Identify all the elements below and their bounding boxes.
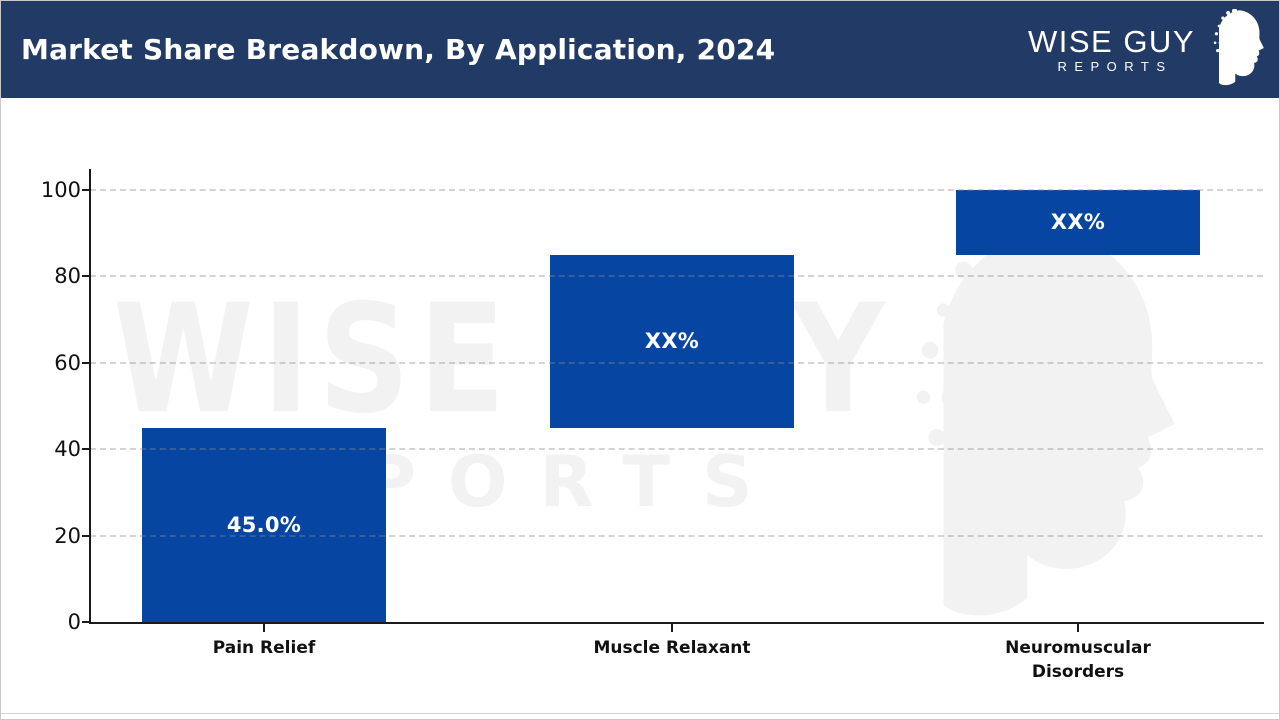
y-tick-label: 40 [54, 437, 81, 462]
watermark-face-profile-icon [843, 219, 1178, 629]
bar-neuromuscular-disorders: XX% [956, 190, 1200, 255]
y-axis-tick [82, 361, 90, 364]
bar-value-label: 45.0% [226, 512, 302, 537]
y-tick-label: 0 [67, 610, 81, 634]
header-band: Market Share Breakdown, By Application, … [1, 1, 1279, 98]
category-label: Neuromuscular Disorders [1005, 638, 1151, 682]
y-axis-tick [82, 534, 90, 537]
y-axis-tick [82, 448, 90, 451]
x-axis-tick [263, 624, 265, 632]
gridline [90, 534, 1263, 537]
footer-divider [1, 713, 1279, 714]
y-tick-label: 100 [40, 178, 81, 202]
logo-text: WISE GUY REPORTS [1028, 26, 1195, 73]
y-tick-label: 20 [54, 523, 81, 548]
gridline [90, 361, 1263, 364]
wise-guy-logo: WISE GUY REPORTS [1028, 7, 1265, 91]
x-axis-tick [1077, 624, 1079, 632]
y-axis-tick [82, 275, 90, 278]
y-axis-tick [82, 189, 90, 191]
bar-value-label: XX% [1050, 210, 1106, 235]
x-axis-tick [671, 624, 673, 632]
gridline [90, 189, 1263, 191]
logo-subtitle: REPORTS [1057, 59, 1173, 74]
y-axis-tick [82, 621, 90, 623]
page-title: Market Share Breakdown, By Application, … [21, 33, 776, 66]
gridline [90, 448, 1263, 451]
bar-muscle-relaxant: XX% [550, 254, 794, 428]
logo-wordmark: WISE GUY [1027, 24, 1195, 59]
bar-value-label: XX% [644, 329, 700, 354]
dotted-face-profile-icon [1199, 7, 1265, 91]
x-axis-spine [89, 622, 1264, 624]
category-label: Pain Relief [212, 638, 316, 658]
y-axis-spine [89, 169, 91, 624]
gridline [90, 275, 1263, 278]
category-label: Muscle Relaxant [593, 638, 751, 658]
y-tick-label: 60 [54, 350, 81, 375]
y-tick-label: 80 [54, 264, 81, 289]
bar-pain-relief: 45.0% [142, 427, 386, 622]
